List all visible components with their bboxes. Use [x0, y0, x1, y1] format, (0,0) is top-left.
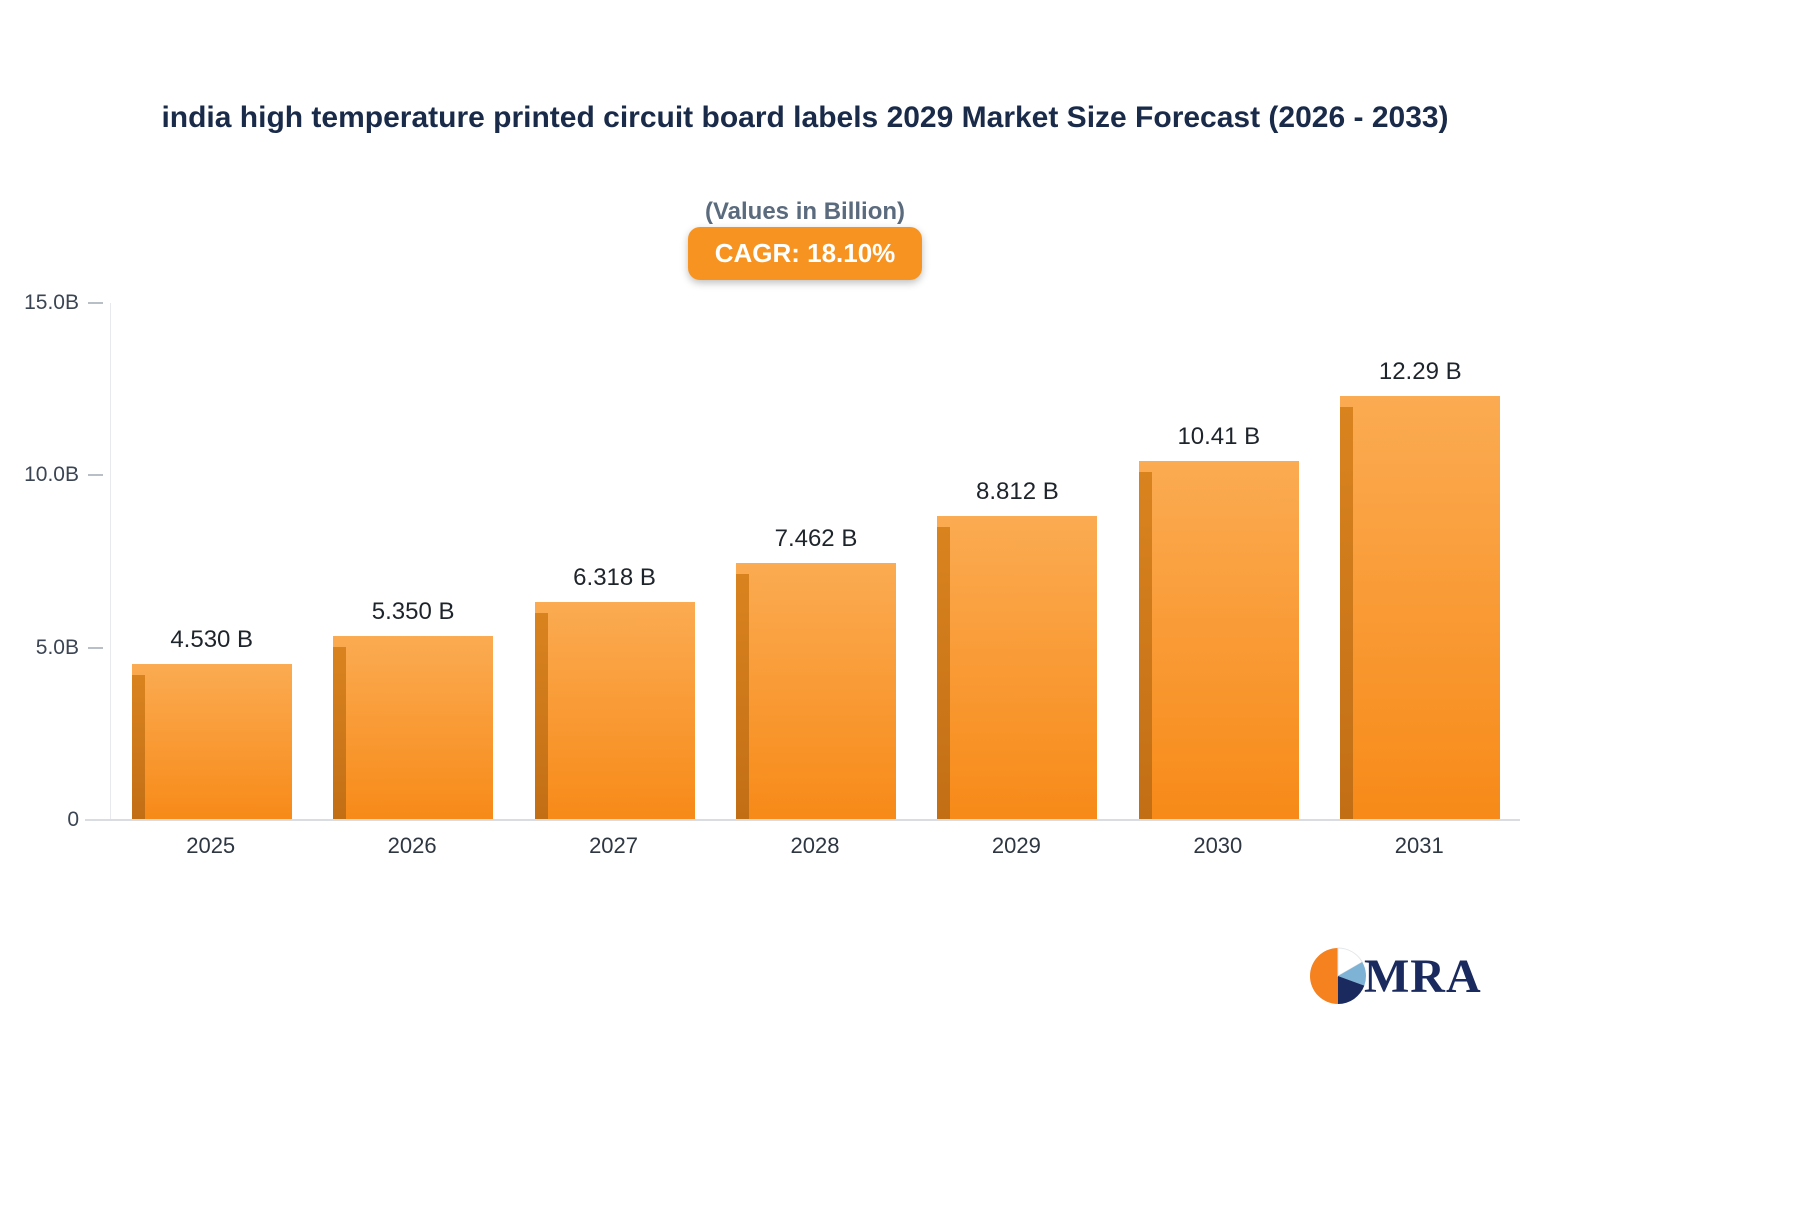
bar-value-label: 8.812 B	[976, 478, 1059, 506]
bar-value-label: 6.318 B	[573, 564, 656, 592]
bar-2030: 10.41 B	[1138, 423, 1299, 820]
chart-title: india high temperature printed circuit b…	[161, 101, 1449, 134]
y-axis-tick-mark	[88, 302, 103, 304]
bar-chart: 0 5.0B 10.0B 15.0B 4.530 B 5.350 B 6.318 B 7.4…	[0, 291, 1530, 903]
bar-value-label: 10.41 B	[1177, 423, 1261, 451]
y-axis-tick-label: 5.0B	[35, 635, 79, 659]
bar-2028: 7.462 B	[735, 525, 896, 821]
y-axis-tick: 10.0B	[24, 463, 110, 487]
bar-2027: 6.318 B	[534, 564, 695, 820]
x-axis-label: 2026	[387, 833, 437, 858]
cagr-badge: CAGR: 18.10%	[687, 227, 923, 280]
y-axis-tick: 15.0B	[24, 291, 110, 315]
x-axis-label: 2031	[1394, 833, 1444, 858]
bar-2025: 4.530 B	[131, 626, 292, 821]
bar-2026: 5.350 B	[333, 598, 494, 821]
bar-value-label: 12.29 B	[1378, 358, 1462, 386]
mra-logo-text: MRA	[1364, 949, 1482, 1003]
cagr-badge-row: CAGR: 18.10%	[75, 227, 1535, 280]
plot-area: 4.530 B 5.350 B 6.318 B 7.462 B 8.812 B 10.41…	[110, 303, 1521, 821]
x-axis-line	[85, 819, 1520, 821]
chart-subtitle: (Values in Billion)	[704, 198, 906, 225]
mra-logo-pie-icon	[1310, 947, 1366, 1004]
bar-value-label: 5.350 B	[371, 597, 455, 625]
y-axis-tick-label: 15.0B	[24, 291, 79, 314]
bar-2031: 12.29 B	[1340, 358, 1501, 820]
bar-2029: 8.812 B	[937, 478, 1098, 820]
y-axis: 0 5.0B 10.0B 15.0B	[0, 291, 110, 831]
bar-value-label: 4.530 B	[170, 625, 254, 653]
y-axis-tick-mark	[88, 474, 103, 477]
x-axis-label: 2029	[991, 833, 1041, 858]
x-axis-label: 2027	[589, 833, 639, 858]
y-axis-tick-mark	[88, 646, 103, 649]
x-axis-labels: 2025 2026 2027 2028 2029 2030 2031	[110, 833, 1520, 859]
x-axis-label: 2030	[1193, 833, 1243, 858]
mra-logo: MRA	[1308, 946, 1482, 1006]
x-axis-label: 2025	[186, 833, 236, 858]
y-axis-tick: 5.0B	[36, 636, 110, 660]
bar-value-label: 7.462 B	[774, 524, 858, 552]
y-axis-tick-label: 10.0B	[24, 463, 79, 487]
x-axis-label: 2028	[790, 833, 840, 858]
y-axis-tick-label: 0	[67, 808, 79, 831]
